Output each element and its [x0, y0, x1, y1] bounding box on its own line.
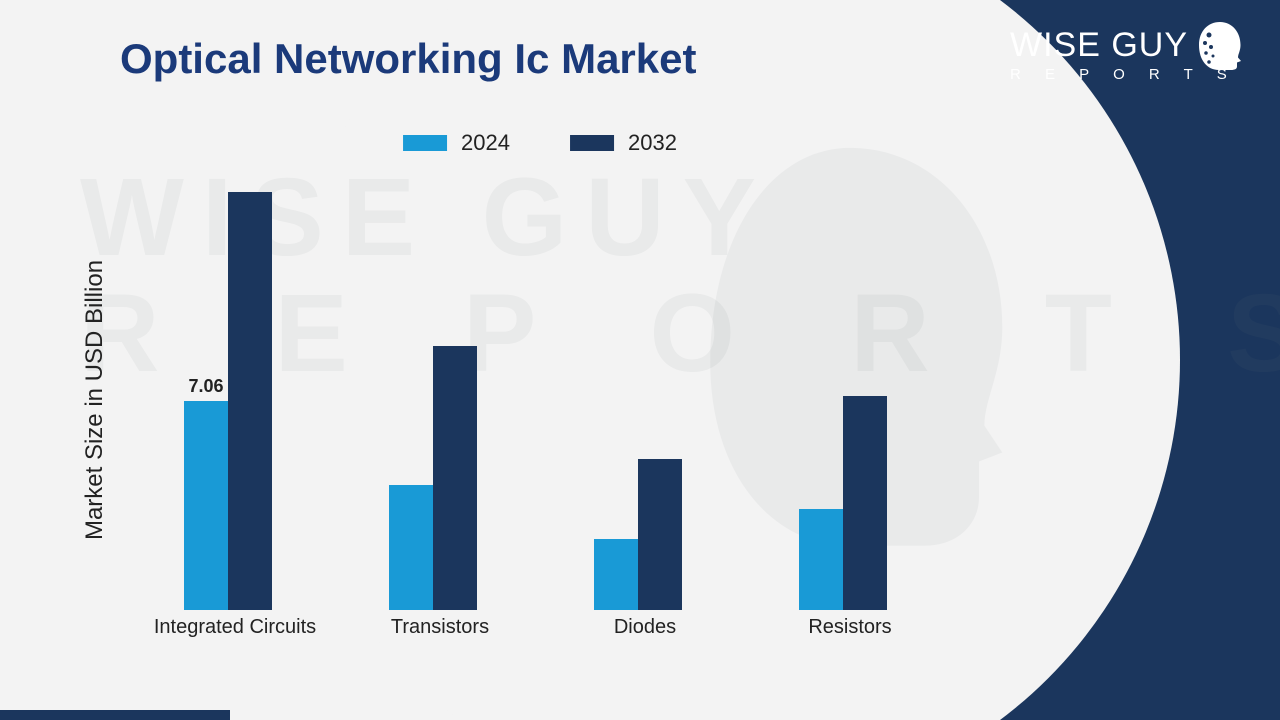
category-label: Transistors [355, 616, 525, 639]
bar-2032 [843, 396, 887, 610]
bar-2024 [594, 539, 638, 610]
bar-2032 [228, 192, 272, 610]
legend-label-2032: 2032 [628, 130, 677, 156]
y-axis-label: Market Size in USD Billion [81, 260, 109, 540]
chart-title: Optical Networking Ic Market [120, 35, 696, 83]
legend-label-2024: 2024 [461, 130, 510, 156]
bar-2024 [799, 509, 843, 610]
bar-2024 [389, 485, 433, 610]
brand-logo: WISE GUY R E P O R T S [1010, 20, 1250, 83]
brand-head-icon [1194, 20, 1244, 70]
category-label: Diodes [560, 616, 730, 639]
legend: 2024 2032 [403, 130, 677, 156]
legend-swatch-2024 [403, 135, 447, 151]
bar-2024: 7.06 [184, 401, 228, 610]
bar-2032 [433, 346, 477, 610]
legend-swatch-2032 [570, 135, 614, 151]
figure-frame: WISE GUY R E P O R T S Optical Networkin… [0, 0, 1280, 720]
category-label: Resistors [765, 616, 935, 639]
bottom-accent-bar [0, 710, 230, 720]
brand-line1: WISE GUY [1010, 26, 1188, 65]
legend-item-2032: 2032 [570, 130, 677, 156]
bar-2032 [638, 459, 682, 610]
category-label: Integrated Circuits [150, 616, 320, 639]
bar-value-label: 7.06 [188, 376, 223, 397]
bar-chart: Market Size in USD Billion 2024 2032 7.0… [100, 160, 980, 640]
plot-area: 7.06Integrated CircuitsTransistorsDiodes… [160, 180, 980, 610]
legend-item-2024: 2024 [403, 130, 510, 156]
